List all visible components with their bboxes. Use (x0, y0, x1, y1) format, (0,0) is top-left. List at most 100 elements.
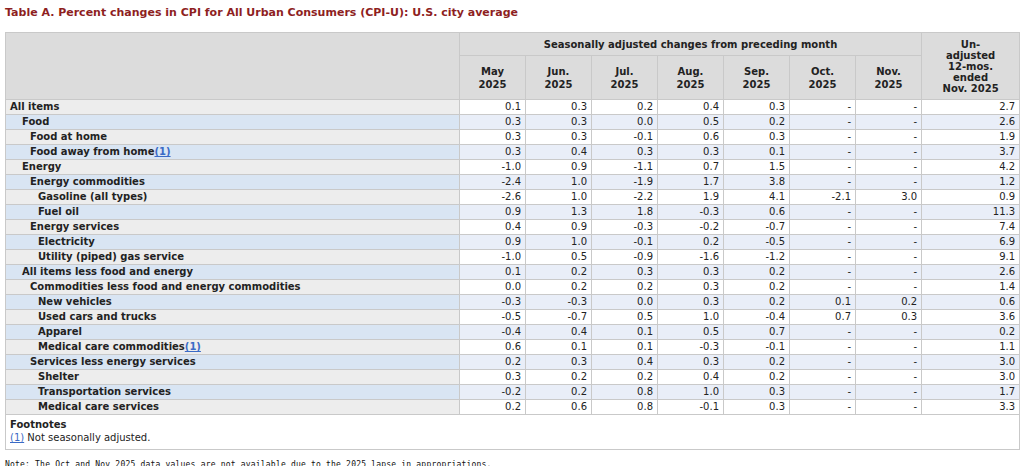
value-cell: - (856, 265, 922, 280)
unadjusted-column-header: Un-adjusted12-mos.endedNov. 2025 (922, 33, 1020, 100)
row-label-cell: Medical care services (6, 400, 460, 415)
row-label-cell: All items less food and energy (6, 265, 460, 280)
value-cell: 0.2 (856, 295, 922, 310)
footnotes-cell: Footnotes (1) Not seasonally adjusted. (6, 415, 1020, 450)
value-cell: -1.1 (592, 160, 658, 175)
month-column-header: Aug.2025 (658, 56, 724, 100)
value-cell: 0.2 (526, 385, 592, 400)
table-row: Electricity0.91.0-0.10.2-0.5--6.9 (6, 235, 1020, 250)
table-row: Shelter0.30.20.20.40.2--3.0 (6, 370, 1020, 385)
value-cell: 0.2 (460, 400, 526, 415)
value-cell: 0.1 (724, 145, 790, 160)
table-footer: Footnotes (1) Not seasonally adjusted. (6, 415, 1020, 450)
value-cell: 0.4 (592, 355, 658, 370)
value-cell: 2.6 (922, 115, 1020, 130)
value-cell: - (790, 400, 856, 415)
row-label-cell: Used cars and trucks (6, 310, 460, 325)
value-cell: 0.5 (526, 250, 592, 265)
value-cell: -0.3 (658, 205, 724, 220)
month-column-header: Jun.2025 (526, 56, 592, 100)
value-cell: -0.5 (724, 235, 790, 250)
value-cell: 0.6 (526, 400, 592, 415)
value-cell: 1.5 (724, 160, 790, 175)
value-cell: - (790, 280, 856, 295)
row-label-cell: Shelter (6, 370, 460, 385)
row-label-cell: All items (6, 100, 460, 115)
value-cell: -0.1 (592, 130, 658, 145)
value-cell: 0.8 (592, 400, 658, 415)
value-cell: 0.7 (790, 310, 856, 325)
value-cell: - (856, 400, 922, 415)
value-cell: - (790, 205, 856, 220)
value-cell: 0.3 (856, 310, 922, 325)
value-cell: - (856, 340, 922, 355)
value-cell: 1.8 (592, 205, 658, 220)
value-cell: 2.6 (922, 265, 1020, 280)
value-cell: 3.8 (724, 175, 790, 190)
value-cell: 0.3 (724, 130, 790, 145)
value-cell: 0.3 (526, 115, 592, 130)
value-cell: -2.4 (460, 175, 526, 190)
value-cell: 0.9 (526, 160, 592, 175)
value-cell: 0.3 (658, 355, 724, 370)
cpi-table: Seasonally adjusted changes from precedi… (5, 32, 1020, 450)
value-cell: - (790, 325, 856, 340)
value-cell: - (790, 220, 856, 235)
value-cell: 1.7 (658, 175, 724, 190)
footnotes-heading: Footnotes (10, 419, 1015, 431)
value-cell: -1.0 (460, 250, 526, 265)
month-column-header: Jul.2025 (592, 56, 658, 100)
footnote-text: Not seasonally adjusted. (27, 432, 150, 443)
value-cell: 1.0 (526, 190, 592, 205)
footnote-marker-link[interactable]: (1) (185, 341, 201, 352)
value-cell: - (856, 130, 922, 145)
value-cell: -0.7 (526, 310, 592, 325)
page-title: Table A. Percent changes in CPI for All … (5, 6, 1019, 19)
value-cell: -0.1 (592, 235, 658, 250)
value-cell: 0.2 (526, 370, 592, 385)
value-cell: -0.7 (724, 220, 790, 235)
value-cell: -0.3 (526, 295, 592, 310)
row-label-cell: Services less energy services (6, 355, 460, 370)
row-label-cell: Food away from home(1) (6, 145, 460, 160)
table-row: Energy-1.00.9-1.10.71.5--4.2 (6, 160, 1020, 175)
value-cell: - (856, 145, 922, 160)
value-cell: 1.7 (922, 385, 1020, 400)
month-column-header: May2025 (460, 56, 526, 100)
value-cell: -0.3 (460, 295, 526, 310)
value-cell: 0.0 (460, 280, 526, 295)
value-cell: 1.0 (658, 310, 724, 325)
value-cell: -2.1 (790, 190, 856, 205)
value-cell: 6.9 (922, 235, 1020, 250)
value-cell: 1.1 (922, 340, 1020, 355)
value-cell: 3.6 (922, 310, 1020, 325)
row-label-cell: Electricity (6, 235, 460, 250)
value-cell: 3.0 (922, 370, 1020, 385)
value-cell: -2.6 (460, 190, 526, 205)
footnote-marker-link[interactable]: (1) (154, 146, 170, 157)
value-cell: 0.4 (460, 220, 526, 235)
value-cell: 1.2 (922, 175, 1020, 190)
value-cell: 0.4 (658, 370, 724, 385)
value-cell: 0.2 (592, 370, 658, 385)
value-cell: -0.4 (460, 325, 526, 340)
row-label-cell: New vehicles (6, 295, 460, 310)
table-row: Services less energy services0.20.30.40.… (6, 355, 1020, 370)
table-row: Gasoline (all types)-2.61.0-2.21.94.1-2.… (6, 190, 1020, 205)
value-cell: 7.4 (922, 220, 1020, 235)
value-cell: 0.1 (460, 265, 526, 280)
value-cell: -0.1 (658, 400, 724, 415)
value-cell: - (790, 175, 856, 190)
table-body: All items0.10.30.20.40.3--2.7Food0.30.30… (6, 100, 1020, 415)
value-cell: 0.3 (460, 145, 526, 160)
value-cell: 0.1 (526, 340, 592, 355)
value-cell: 0.3 (658, 295, 724, 310)
footnote-link[interactable]: (1) (10, 432, 24, 443)
value-cell: 0.3 (724, 385, 790, 400)
value-cell: 1.0 (658, 385, 724, 400)
month-column-header: Sep.2025 (724, 56, 790, 100)
seasonally-adjusted-header: Seasonally adjusted changes from precedi… (460, 33, 922, 56)
value-cell: 0.5 (658, 115, 724, 130)
value-cell: - (856, 160, 922, 175)
value-cell: 0.1 (592, 340, 658, 355)
